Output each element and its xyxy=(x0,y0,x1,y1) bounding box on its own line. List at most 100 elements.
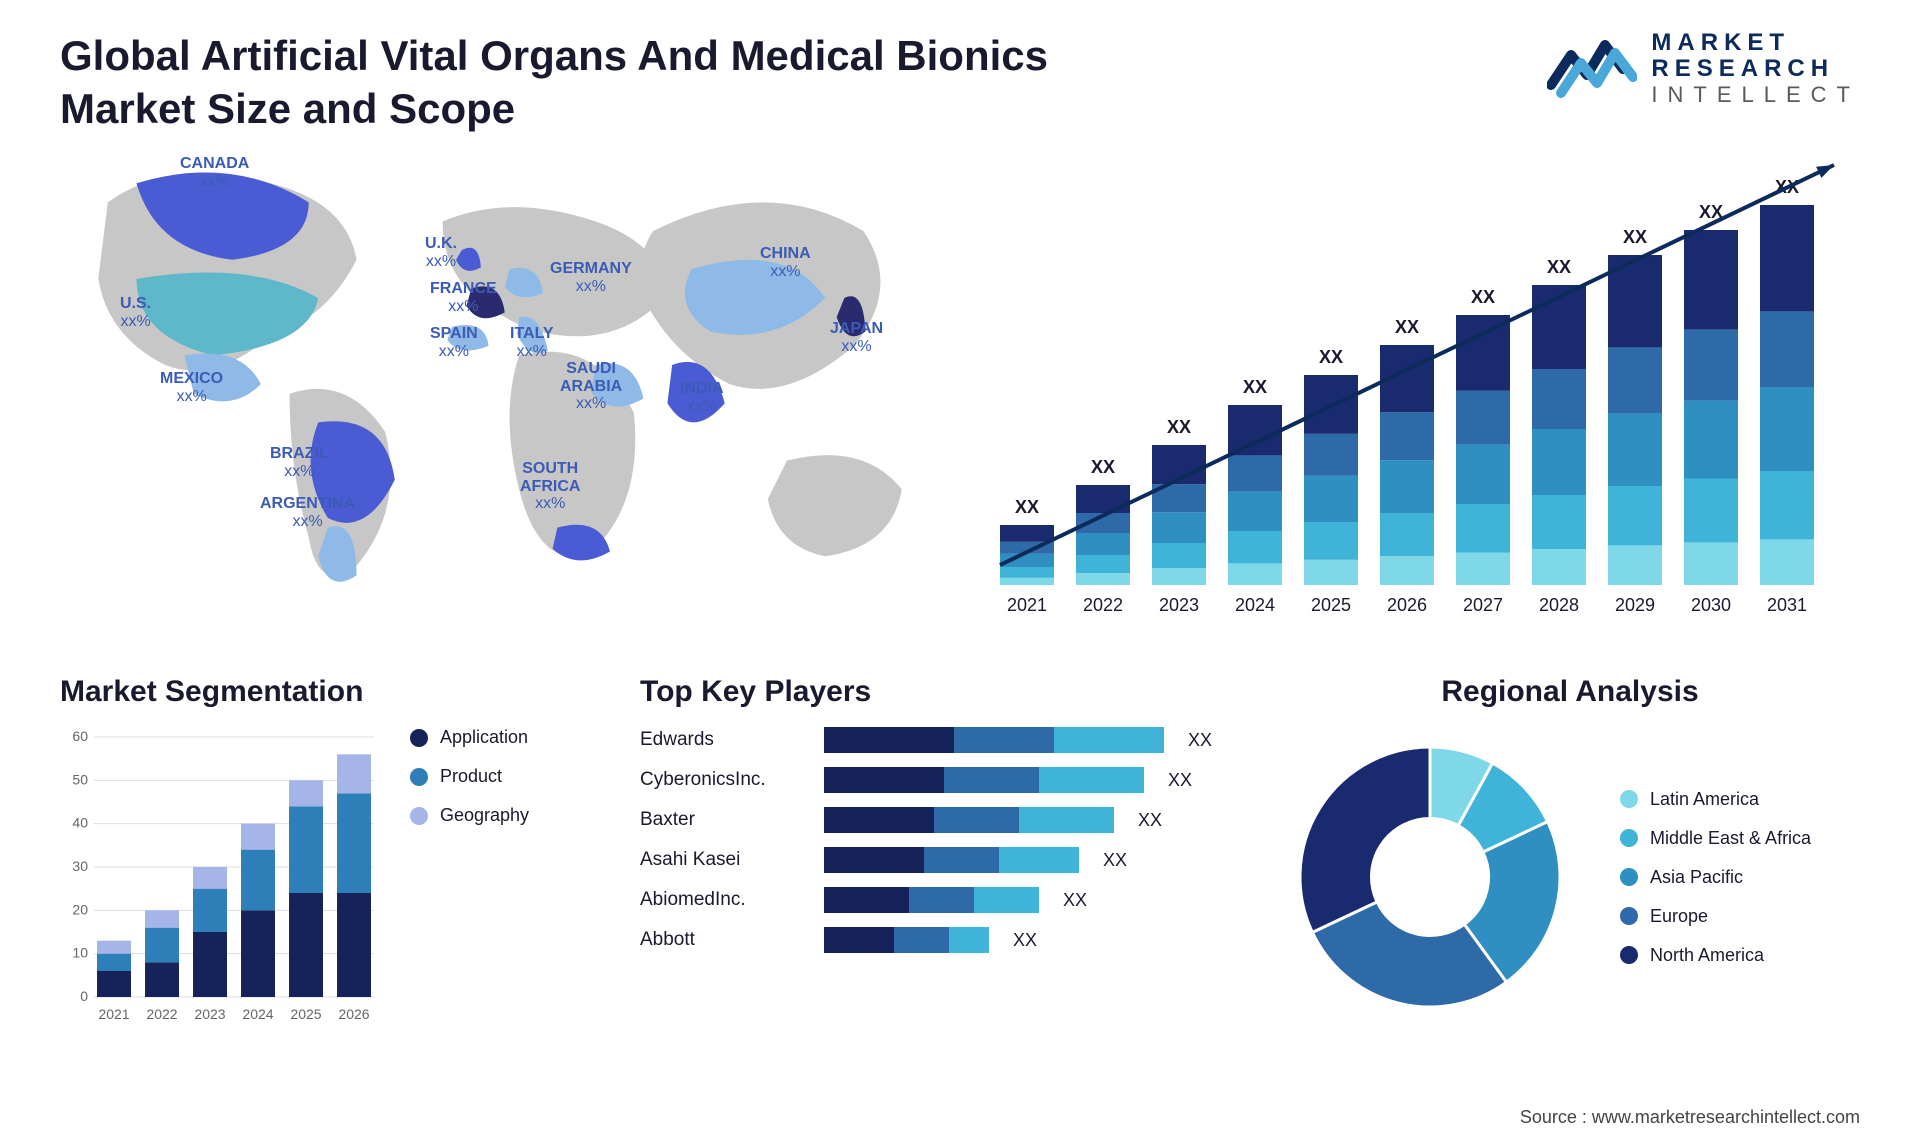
player-value: XX xyxy=(1188,730,1212,751)
player-bar xyxy=(824,727,1164,753)
swatch-icon xyxy=(1620,868,1638,886)
player-value: XX xyxy=(1138,810,1162,831)
player-value: XX xyxy=(1013,930,1037,951)
swatch-icon xyxy=(1620,946,1638,964)
logo-line1: MARKET xyxy=(1651,30,1860,56)
svg-text:XX: XX xyxy=(1395,317,1419,337)
world-map: CANADAxx%U.S.xx%MEXICOxx%BRAZILxx%ARGENT… xyxy=(60,145,940,635)
player-bar xyxy=(824,887,1039,913)
legend-item-latin-america: Latin America xyxy=(1620,789,1811,810)
legend-item-application: Application xyxy=(410,727,529,748)
legend-label: Product xyxy=(440,766,502,787)
svg-text:XX: XX xyxy=(1167,417,1191,437)
player-row: Asahi Kasei XX xyxy=(640,847,1240,873)
player-row: Baxter XX xyxy=(640,807,1240,833)
svg-text:2030: 2030 xyxy=(1691,595,1731,615)
legend-label: North America xyxy=(1650,945,1764,966)
players-title: Top Key Players xyxy=(640,675,1240,709)
header: Global Artificial Vital Organs And Medic… xyxy=(60,30,1860,135)
map-label-india: INDIAxx% xyxy=(680,380,724,415)
svg-text:0: 0 xyxy=(80,988,88,1004)
regional-legend: Latin America Middle East & Africa Asia Pa… xyxy=(1620,789,1811,966)
map-label-canada: CANADAxx% xyxy=(180,155,249,190)
brand-logo: MARKET RESEARCH INTELLECT xyxy=(1547,30,1860,107)
player-name: Edwards xyxy=(640,729,810,751)
map-label-china: CHINAxx% xyxy=(760,245,811,280)
player-value: XX xyxy=(1168,770,1192,791)
map-label-u-k-: U.K.xx% xyxy=(425,235,457,270)
legend-label: Latin America xyxy=(1650,789,1759,810)
logo-mark-icon xyxy=(1547,33,1637,103)
svg-text:2028: 2028 xyxy=(1539,595,1579,615)
segmentation-legend: Application Product Geography xyxy=(410,727,529,826)
svg-text:2031: 2031 xyxy=(1767,595,1807,615)
player-value: XX xyxy=(1103,850,1127,871)
svg-text:XX: XX xyxy=(1319,347,1343,367)
player-name: Baxter xyxy=(640,809,810,831)
svg-text:2022: 2022 xyxy=(1083,595,1123,615)
map-label-italy: ITALYxx% xyxy=(510,325,554,360)
legend-item-geography: Geography xyxy=(410,805,529,826)
svg-text:XX: XX xyxy=(1547,257,1571,277)
svg-text:2023: 2023 xyxy=(194,1006,225,1022)
svg-text:50: 50 xyxy=(72,771,88,787)
svg-text:XX: XX xyxy=(1623,227,1647,247)
legend-item-asia-pacific: Asia Pacific xyxy=(1620,867,1811,888)
logo-line2: RESEARCH xyxy=(1651,56,1860,82)
svg-text:10: 10 xyxy=(72,945,88,961)
svg-text:2029: 2029 xyxy=(1615,595,1655,615)
legend-label: Middle East & Africa xyxy=(1650,828,1811,849)
player-bar xyxy=(824,847,1079,873)
swatch-icon xyxy=(410,768,428,786)
map-label-brazil: BRAZILxx% xyxy=(270,445,329,480)
map-label-saudi-arabia: SAUDIARABIAxx% xyxy=(560,360,622,413)
players-panel: Top Key Players Edwards XX CyberonicsInc. X… xyxy=(640,675,1240,1027)
swatch-icon xyxy=(410,807,428,825)
player-name: Asahi Kasei xyxy=(640,849,810,871)
regional-title: Regional Analysis xyxy=(1280,675,1860,709)
players-list: EdwardsXXCyberonicsInc.XXBaxterXXAsahi K… xyxy=(640,727,1240,953)
swatch-icon xyxy=(1620,790,1638,808)
player-value: XX xyxy=(1063,890,1087,911)
segmentation-panel: Market Segmentation 01020304050602021202… xyxy=(60,675,600,1027)
map-label-spain: SPAINxx% xyxy=(430,325,478,360)
player-name: CyberonicsInc. xyxy=(640,769,810,791)
regional-panel: Regional Analysis Latin America Middle Ea… xyxy=(1280,675,1860,1027)
svg-text:2022: 2022 xyxy=(146,1006,177,1022)
svg-text:60: 60 xyxy=(72,728,88,744)
svg-text:2025: 2025 xyxy=(290,1006,321,1022)
legend-item-north-america: North America xyxy=(1620,945,1811,966)
svg-text:XX: XX xyxy=(1091,457,1115,477)
map-label-argentina: ARGENTINAxx% xyxy=(260,495,355,530)
player-bar xyxy=(824,767,1144,793)
player-row: AbbottXX xyxy=(640,927,1240,953)
player-row: AbiomedInc. XX xyxy=(640,887,1240,913)
swatch-icon xyxy=(410,729,428,747)
page-title: Global Artificial Vital Organs And Medic… xyxy=(60,30,1160,135)
map-label-france: FRANCExx% xyxy=(430,280,497,315)
source-label: Source : www.marketresearchintellect.com xyxy=(1520,1107,1860,1128)
svg-text:2024: 2024 xyxy=(242,1006,273,1022)
legend-item-middle-east-africa: Middle East & Africa xyxy=(1620,828,1811,849)
legend-label: Europe xyxy=(1650,906,1708,927)
svg-text:2023: 2023 xyxy=(1159,595,1199,615)
logo-line3: INTELLECT xyxy=(1651,83,1860,107)
legend-item-europe: Europe xyxy=(1620,906,1811,927)
svg-text:XX: XX xyxy=(1471,287,1495,307)
segmentation-title: Market Segmentation xyxy=(60,675,600,709)
svg-text:2026: 2026 xyxy=(1387,595,1427,615)
svg-text:30: 30 xyxy=(72,858,88,874)
svg-text:2026: 2026 xyxy=(338,1006,369,1022)
svg-text:40: 40 xyxy=(72,815,88,831)
player-name: AbiomedInc. xyxy=(640,889,810,911)
top-row: CANADAxx%U.S.xx%MEXICOxx%BRAZILxx%ARGENT… xyxy=(60,145,1860,635)
segmentation-chart: 0102030405060202120222023202420252026 xyxy=(60,727,380,1027)
swatch-icon xyxy=(1620,907,1638,925)
svg-text:2024: 2024 xyxy=(1235,595,1275,615)
player-row: CyberonicsInc. XX xyxy=(640,767,1240,793)
svg-text:2021: 2021 xyxy=(98,1006,129,1022)
svg-text:XX: XX xyxy=(1243,377,1267,397)
legend-label: Geography xyxy=(440,805,529,826)
map-label-u-s-: U.S.xx% xyxy=(120,295,151,330)
player-bar xyxy=(824,807,1114,833)
